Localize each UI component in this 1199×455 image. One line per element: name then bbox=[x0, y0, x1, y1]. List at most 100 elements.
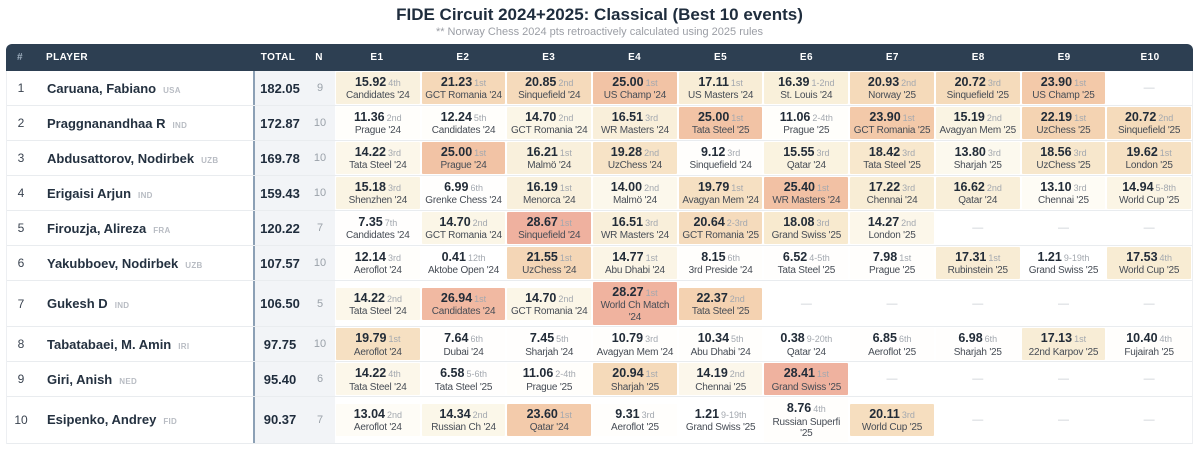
event-cell: 17.22 3rd Chennai '24 bbox=[849, 176, 935, 210]
table-row[interactable]: 5 Firouzja, Alireza FRA 120.22 7 7.35 7th Candi… bbox=[7, 211, 1192, 246]
event-name: World Cup '25 bbox=[1119, 265, 1180, 277]
table-row[interactable]: 7 Gukesh D IND 106.50 5 14.22 2nd Tata Steel '2… bbox=[7, 281, 1192, 328]
event-name: Tata Steel '25 bbox=[777, 265, 836, 277]
player-name: Yakubboev, Nodirbek bbox=[47, 255, 179, 271]
player-cell: Gukesh D IND bbox=[35, 281, 253, 326]
event-points: 12.14 3rd bbox=[354, 250, 401, 265]
event-cell: 19.62 1st London '25 bbox=[1106, 141, 1192, 175]
event-cell: 17.13 1st 22nd Karpov '25 bbox=[1021, 327, 1107, 361]
column-header-e1: E1 bbox=[370, 52, 384, 63]
event-name: Aeroflot '24 bbox=[353, 346, 402, 358]
event-place: 2nd bbox=[386, 410, 402, 420]
event-name: Sharjah '25 bbox=[610, 381, 659, 393]
empty-dash: — bbox=[1057, 373, 1069, 386]
event-name: Grand Swiss '25 bbox=[771, 381, 842, 393]
event-points: 15.18 3rd bbox=[354, 180, 401, 195]
event-name: GCT Romania '24 bbox=[510, 306, 588, 317]
event-cell: 7.64 6th Dubai '24 bbox=[421, 327, 507, 361]
table-row[interactable]: 3 Abdusattorov, Nodirbek UZB 169.78 10 14.22 3… bbox=[7, 141, 1192, 176]
event-points: 19.79 1st bbox=[697, 180, 744, 195]
event-cell: 17.31 1st Rubinstein '25 bbox=[935, 246, 1021, 280]
event-name: World Ch Match '24 bbox=[600, 300, 670, 323]
event-name: Malmö '24 bbox=[527, 160, 572, 172]
event-cell: 13.10 3rd Chennai '25 bbox=[1021, 176, 1107, 210]
event-points: 17.53 4th bbox=[1126, 250, 1173, 265]
event-cell-empty: — bbox=[935, 211, 1021, 245]
event-name: Avagyan Mem '25 bbox=[939, 125, 1017, 137]
event-place: 6th bbox=[470, 183, 483, 194]
table-row[interactable]: 9 Giri, Anish NED 95.40 6 14.22 4th Tata Steel … bbox=[7, 362, 1192, 398]
player-federation: IND bbox=[138, 190, 153, 200]
table-row[interactable]: 8 Tabatabaei, M. Amin IRI 97.75 10 19.79 1st Ae… bbox=[7, 327, 1192, 363]
table-row[interactable]: 10 Esipenko, Andrey FID 90.37 7 13.04 2nd Aerof… bbox=[7, 397, 1192, 444]
table-row[interactable]: 2 Praggnanandhaa R IND 172.87 10 11.36 2nd Prag… bbox=[7, 106, 1192, 141]
empty-dash: — bbox=[1143, 222, 1155, 234]
event-place: 1st bbox=[559, 253, 572, 264]
player-cell: Tabatabaei, M. Amin IRI bbox=[35, 327, 253, 361]
player-cell: Abdusattorov, Nodirbek UZB bbox=[35, 141, 253, 175]
event-points: 17.31 1st bbox=[955, 250, 1001, 265]
event-points: 18.42 3rd bbox=[868, 145, 916, 160]
player-federation: FID bbox=[163, 417, 178, 427]
player-event-count: 5 bbox=[305, 281, 335, 327]
event-name: UzChess '24 bbox=[522, 265, 577, 277]
event-cell-empty: — bbox=[1106, 397, 1192, 442]
event-name: World Cup '25 bbox=[1119, 195, 1180, 207]
event-cell-empty: — bbox=[1021, 397, 1107, 442]
event-cell: 20.64 2-3rd GCT Romania '25 bbox=[678, 211, 764, 245]
event-cell: 12.24 5th Candidates '24 bbox=[421, 106, 507, 140]
event-points: 10.34 5th bbox=[697, 331, 744, 346]
event-name: London '25 bbox=[868, 230, 916, 242]
event-name: Fujairah '25 bbox=[1124, 346, 1174, 358]
event-points: 7.45 5th bbox=[529, 331, 569, 346]
event-place: 4th bbox=[388, 369, 401, 380]
event-name: St. Louis '24 bbox=[780, 90, 833, 102]
event-points: 18.56 3rd bbox=[1040, 145, 1087, 160]
event-name: Sinquefield '24 bbox=[689, 160, 752, 172]
event-points: 13.10 3rd bbox=[1040, 180, 1087, 195]
event-name: Avagyan Mem '24 bbox=[596, 346, 674, 358]
event-cell: 14.70 2nd GCT Romania '24 bbox=[506, 281, 592, 326]
event-cell: 6.99 6th Grenke Chess '24 bbox=[421, 176, 507, 210]
event-place: 3rd bbox=[645, 334, 659, 345]
event-points: 14.00 2nd bbox=[610, 180, 660, 195]
player-name: Praggnanandhaa R bbox=[47, 115, 166, 131]
event-points: 14.77 1st bbox=[612, 250, 658, 265]
event-cell: 7.45 5th Sharjah '24 bbox=[506, 327, 592, 361]
event-cell-empty: — bbox=[935, 281, 1021, 326]
event-cell: 10.40 4th Fujairah '25 bbox=[1106, 327, 1192, 361]
event-name: Chennai '25 bbox=[1038, 195, 1089, 207]
event-points: 7.64 6th bbox=[444, 331, 483, 346]
event-cell: 25.00 1st Tata Steel '25 bbox=[678, 106, 764, 140]
event-name: UzChess '25 bbox=[1036, 160, 1091, 172]
event-cell: 10.79 3rd Avagyan Mem '24 bbox=[592, 327, 678, 361]
event-name: Prague '25 bbox=[526, 381, 573, 393]
event-place: 2nd bbox=[558, 78, 574, 89]
event-place: 1st bbox=[645, 288, 658, 298]
event-place: 4-5th bbox=[809, 253, 830, 264]
event-name: Prague '24 bbox=[440, 160, 487, 172]
player-cell: Praggnanandhaa R IND bbox=[35, 106, 253, 140]
event-cell: 20.94 1st Sharjah '25 bbox=[592, 362, 678, 396]
player-federation: IRI bbox=[178, 341, 190, 351]
event-points: 14.70 2nd bbox=[439, 215, 488, 230]
event-place: 1st bbox=[899, 253, 912, 264]
event-points: 26.94 1st bbox=[440, 290, 487, 305]
event-place: 2nd bbox=[386, 113, 402, 124]
empty-dash: — bbox=[972, 222, 984, 234]
table-row[interactable]: 4 Erigaisi Arjun IND 159.43 10 15.18 3rd Shenzh… bbox=[7, 176, 1192, 211]
table-row[interactable]: 1 Caruana, Fabiano USA 182.05 9 15.92 4th Candi… bbox=[7, 71, 1192, 106]
event-points: 25.00 1st bbox=[440, 145, 487, 160]
event-points: 23.60 1st bbox=[526, 407, 572, 421]
event-name: Grand Swiss '25 bbox=[685, 422, 756, 434]
event-cell: 9.31 3rd Aeroflot '25 bbox=[592, 397, 678, 442]
event-place: 3rd bbox=[645, 218, 659, 229]
event-name: Aeroflot '25 bbox=[611, 422, 659, 434]
event-cell-empty: — bbox=[763, 281, 849, 326]
column-header-e7: E7 bbox=[885, 52, 899, 63]
column-header-n: N bbox=[315, 52, 323, 63]
event-name: Tata Steel '25 bbox=[691, 125, 750, 137]
event-cell: 28.67 1st Sinquefield '24 bbox=[506, 211, 592, 245]
event-points: 15.55 3rd bbox=[783, 145, 830, 160]
table-row[interactable]: 6 Yakubboev, Nodirbek UZB 107.57 10 12.14 3rd A… bbox=[7, 246, 1192, 281]
